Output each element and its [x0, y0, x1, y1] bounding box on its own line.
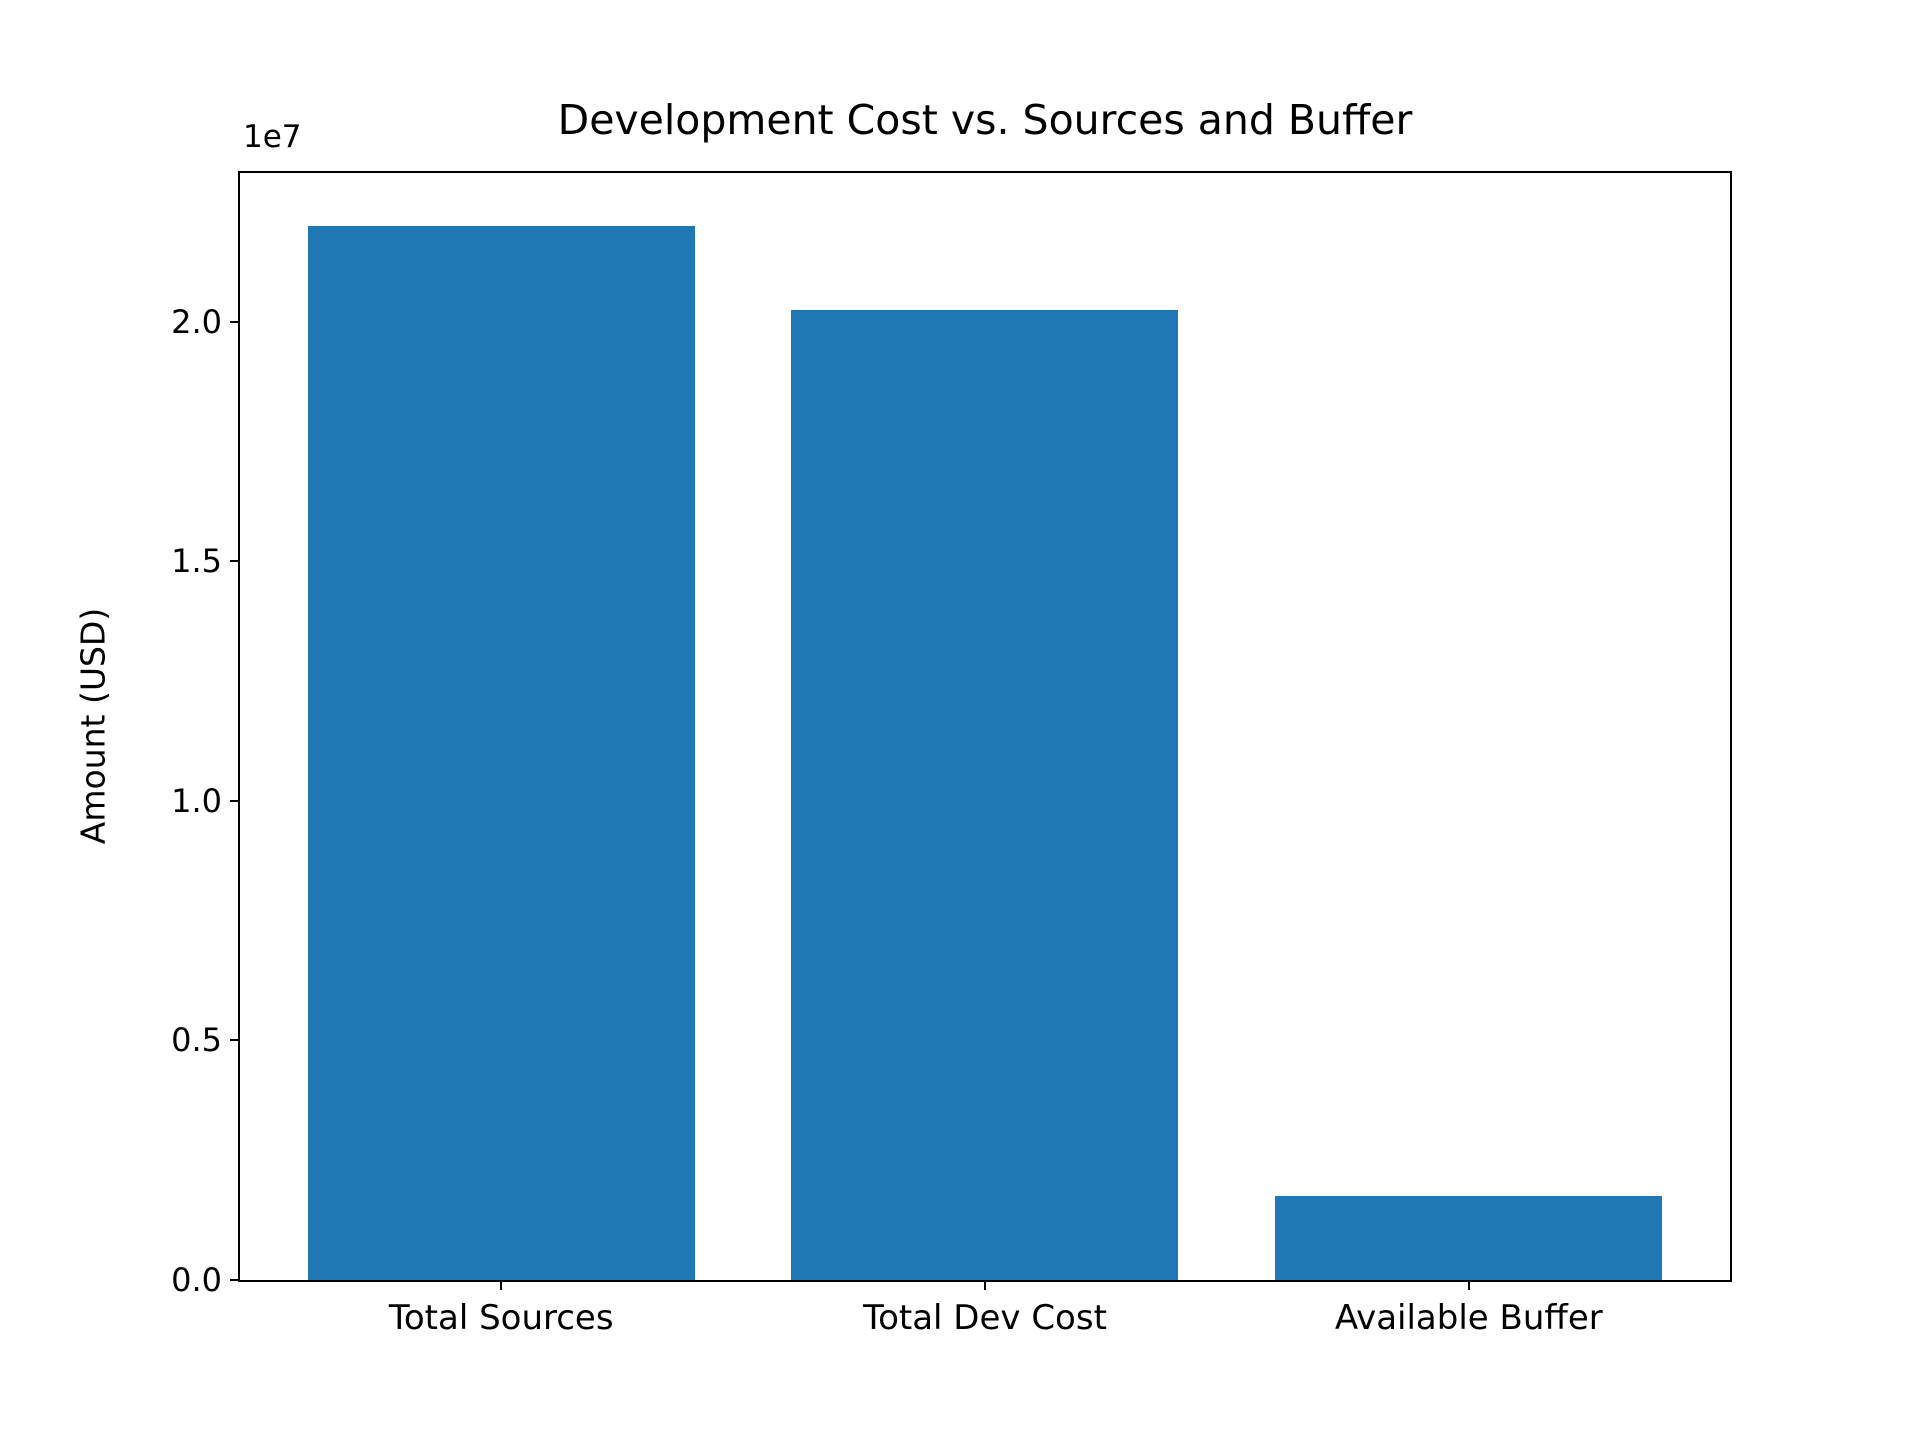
- y-tick-mark: [230, 1039, 238, 1042]
- chart-title: Development Cost vs. Sources and Buffer: [557, 96, 1413, 144]
- plot-area: [238, 171, 1732, 1282]
- y-tick-label: 1.5: [171, 542, 222, 581]
- x-tick-mark: [984, 1282, 986, 1290]
- x-tick-label-available-buffer: Available Buffer: [1334, 1298, 1603, 1338]
- y-tick-mark: [230, 320, 238, 323]
- y-tick-mark: [230, 1279, 238, 1281]
- bar-total-dev-cost: [791, 309, 1179, 1280]
- bar-available-buffer: [1275, 1196, 1663, 1280]
- y-tick-label: 2.0: [171, 302, 222, 341]
- x-tick-mark: [1467, 1282, 1470, 1290]
- y-tick-label: 0.5: [171, 1021, 222, 1060]
- bar-total-sources: [307, 225, 695, 1280]
- x-tick-label-total-sources: Total Sources: [388, 1298, 614, 1338]
- y-axis-offset-text: 1e7: [243, 119, 302, 155]
- y-tick-mark: [230, 560, 238, 563]
- y-tick-label: 0.0: [171, 1261, 222, 1299]
- y-tick-label: 1.0: [171, 781, 222, 820]
- x-tick-label-total-dev-cost: Total Dev Cost: [863, 1298, 1107, 1338]
- x-tick-mark: [500, 1282, 503, 1290]
- y-tick-mark: [230, 799, 238, 802]
